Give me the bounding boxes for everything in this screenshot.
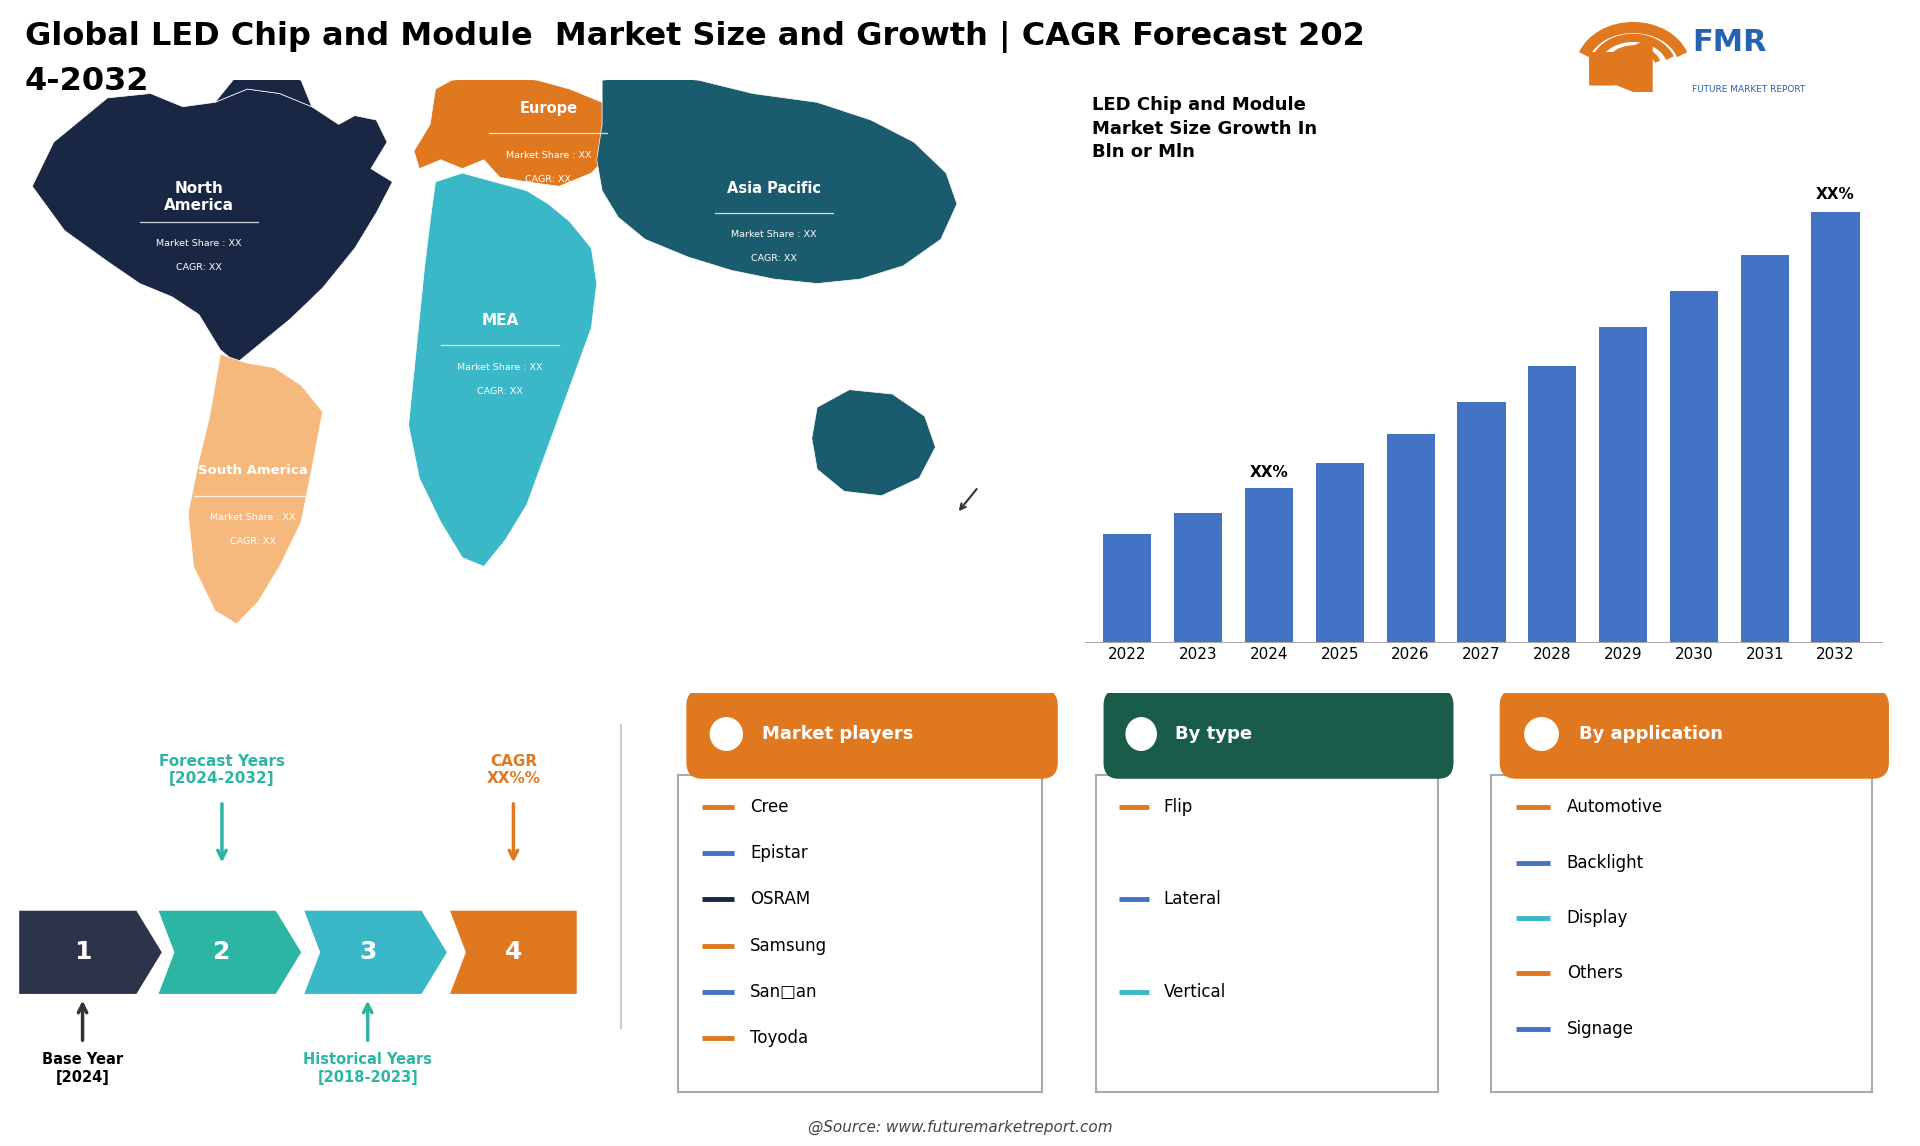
Bar: [1528, 366, 1576, 642]
Polygon shape: [215, 71, 311, 107]
Text: Automotive: Automotive: [1567, 799, 1663, 816]
Polygon shape: [1613, 38, 1653, 100]
Polygon shape: [19, 911, 161, 994]
Text: San□an: San□an: [751, 982, 818, 1000]
Polygon shape: [449, 911, 576, 994]
Polygon shape: [597, 76, 956, 283]
Text: CAGR: XX: CAGR: XX: [526, 174, 572, 183]
Bar: [1457, 402, 1505, 642]
Text: Market Share : XX: Market Share : XX: [505, 151, 591, 159]
Text: FMR: FMR: [1692, 29, 1766, 57]
Text: CAGR: XX: CAGR: XX: [177, 264, 223, 272]
Text: Market Share : XX: Market Share : XX: [156, 240, 242, 249]
FancyBboxPatch shape: [1500, 689, 1889, 779]
Text: Vertical: Vertical: [1164, 982, 1227, 1000]
Polygon shape: [303, 911, 447, 994]
Text: Cree: Cree: [751, 799, 789, 816]
Text: CAGR: XX: CAGR: XX: [230, 537, 276, 547]
Bar: [1811, 212, 1860, 642]
Text: Market Share : XX: Market Share : XX: [732, 230, 816, 240]
Text: Base Year
[2024]: Base Year [2024]: [42, 1052, 123, 1084]
Text: Others: Others: [1567, 964, 1622, 982]
FancyBboxPatch shape: [1104, 689, 1453, 779]
Circle shape: [710, 717, 743, 751]
Text: Samsung: Samsung: [751, 936, 828, 955]
Text: Asia Pacific: Asia Pacific: [728, 181, 822, 196]
Text: CAGR: XX: CAGR: XX: [476, 387, 522, 395]
Text: By type: By type: [1175, 725, 1252, 743]
FancyBboxPatch shape: [1590, 52, 1617, 86]
Text: OSRAM: OSRAM: [751, 890, 810, 909]
Text: 1: 1: [73, 941, 92, 964]
Polygon shape: [812, 390, 935, 496]
Text: CAGR
XX%%: CAGR XX%%: [486, 754, 540, 786]
Circle shape: [1524, 717, 1559, 751]
Text: FUTURE MARKET REPORT: FUTURE MARKET REPORT: [1692, 85, 1805, 94]
Text: Display: Display: [1567, 909, 1628, 927]
Bar: [1244, 488, 1292, 642]
Text: Market players: Market players: [762, 725, 914, 743]
Bar: [1104, 534, 1152, 642]
Text: South America: South America: [198, 464, 307, 478]
Circle shape: [1127, 717, 1156, 751]
Text: 2: 2: [213, 941, 230, 964]
Polygon shape: [188, 354, 323, 623]
Text: Epistar: Epistar: [751, 845, 808, 862]
Polygon shape: [415, 76, 618, 187]
Text: XX%: XX%: [1816, 188, 1855, 203]
Text: Global LED Chip and Module  Market Size and Growth | CAGR Forecast 202: Global LED Chip and Module Market Size a…: [25, 21, 1365, 53]
Bar: [1173, 513, 1223, 642]
Polygon shape: [33, 89, 392, 363]
Text: Signage: Signage: [1567, 1020, 1634, 1037]
Text: Backlight: Backlight: [1567, 854, 1644, 872]
Text: Forecast Years
[2024-2032]: Forecast Years [2024-2032]: [159, 754, 284, 786]
Text: @Source: www.futuremarketreport.com: @Source: www.futuremarketreport.com: [808, 1121, 1112, 1136]
Bar: [1670, 291, 1718, 642]
Bar: [1741, 254, 1789, 642]
Text: North
America: North America: [163, 181, 234, 213]
Text: 4-2032: 4-2032: [25, 66, 150, 97]
Text: 3: 3: [359, 941, 376, 964]
Text: Toyoda: Toyoda: [751, 1029, 808, 1046]
Text: CAGR: XX: CAGR: XX: [751, 254, 797, 264]
Text: Market Share : XX: Market Share : XX: [209, 513, 296, 523]
Polygon shape: [409, 173, 597, 566]
Polygon shape: [159, 911, 301, 994]
Text: Historical Years
[2018-2023]: Historical Years [2018-2023]: [303, 1052, 432, 1084]
Bar: [1386, 434, 1434, 642]
Text: Europe: Europe: [518, 101, 578, 116]
Text: Market Share : XX: Market Share : XX: [457, 363, 543, 372]
Text: Flip: Flip: [1164, 799, 1192, 816]
FancyBboxPatch shape: [685, 689, 1058, 779]
Text: LED Chip and Module
Market Size Growth In
Bln or Mln: LED Chip and Module Market Size Growth I…: [1092, 96, 1317, 162]
Bar: [1315, 463, 1363, 642]
Text: By application: By application: [1578, 725, 1722, 743]
Text: Lateral: Lateral: [1164, 890, 1221, 909]
Text: 4: 4: [505, 941, 522, 964]
Text: MEA: MEA: [482, 313, 518, 328]
Bar: [1599, 327, 1647, 642]
Text: XX%: XX%: [1250, 465, 1288, 480]
